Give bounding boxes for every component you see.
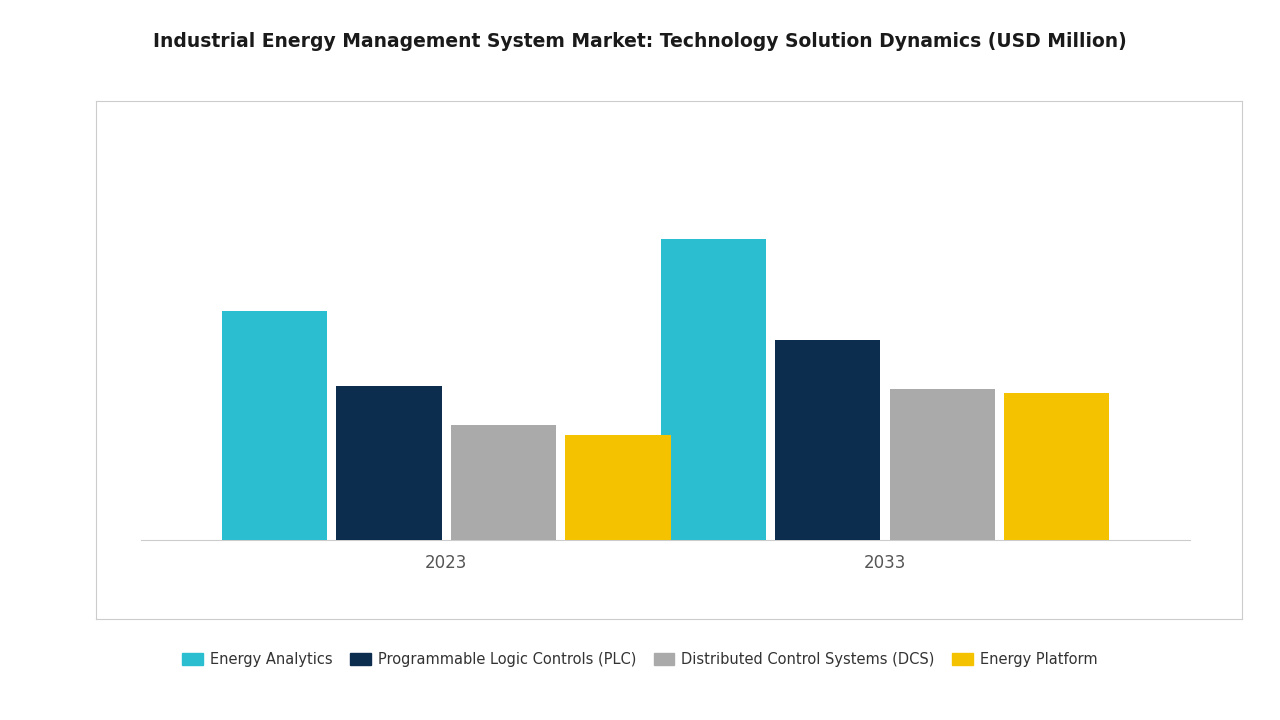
- Bar: [1004, 392, 1110, 540]
- Bar: [337, 386, 442, 540]
- Bar: [776, 341, 881, 540]
- Bar: [890, 390, 995, 540]
- Legend: Energy Analytics, Programmable Logic Controls (PLC), Distributed Control Systems: Energy Analytics, Programmable Logic Con…: [177, 647, 1103, 673]
- Bar: [451, 426, 556, 540]
- Bar: [221, 311, 328, 540]
- Text: Industrial Energy Management System Market: Technology Solution Dynamics (USD Mi: Industrial Energy Management System Mark…: [154, 32, 1126, 51]
- Bar: [660, 239, 765, 540]
- Bar: [566, 436, 671, 540]
